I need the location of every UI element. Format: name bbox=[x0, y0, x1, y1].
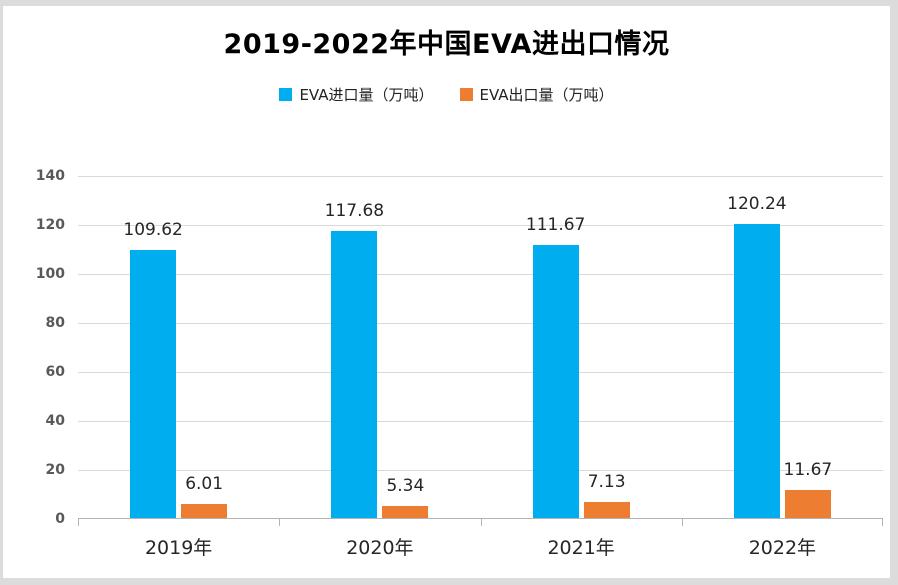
legend: EVA进口量（万吨） EVA出口量（万吨） bbox=[3, 84, 890, 105]
data-label-import-2022年: 120.24 bbox=[727, 194, 787, 215]
y-tick-label-40: 40 bbox=[45, 413, 65, 429]
y-tick-label-140: 140 bbox=[35, 168, 65, 184]
x-axis-line bbox=[78, 518, 883, 519]
bar-import-2022年 bbox=[733, 224, 780, 519]
gridline-80 bbox=[78, 323, 883, 324]
data-label-import-2020年: 117.68 bbox=[324, 200, 385, 221]
x-category-label-2020年: 2020年 bbox=[346, 537, 414, 559]
data-label-import-2019年: 109.62 bbox=[123, 220, 183, 241]
bar-export-2020年 bbox=[382, 505, 429, 519]
legend-label-import: EVA进口量（万吨） bbox=[299, 86, 434, 104]
x-tick-mark-0 bbox=[78, 519, 79, 526]
y-tick-label-0: 0 bbox=[55, 511, 65, 527]
plot-area: 0 20 40 60 80 100 120 140 109.62 6.01 2019年 117.68 5… bbox=[36, 168, 883, 559]
legend-item-import: EVA进口量（万吨） bbox=[279, 84, 434, 105]
gridline-20 bbox=[78, 470, 883, 471]
bar-import-2020年 bbox=[331, 230, 378, 519]
y-tick-label-80: 80 bbox=[45, 315, 65, 331]
x-category-label-2021年: 2021年 bbox=[547, 537, 615, 559]
gridline-100 bbox=[78, 274, 883, 275]
x-tick-mark-1 bbox=[279, 519, 281, 526]
legend-swatch-export-icon bbox=[459, 88, 473, 101]
x-tick-mark-2 bbox=[480, 519, 482, 526]
legend-swatch-import-icon bbox=[279, 88, 293, 101]
legend-label-export: EVA出口量（万吨） bbox=[479, 86, 614, 104]
gridline-60 bbox=[78, 372, 883, 373]
gridline-40 bbox=[78, 421, 883, 422]
gridline-120 bbox=[78, 225, 883, 226]
bar-import-2021年 bbox=[532, 245, 579, 519]
bar-export-2021年 bbox=[583, 501, 630, 519]
y-tick-label-100: 100 bbox=[35, 266, 65, 282]
y-tick-label-60: 60 bbox=[45, 364, 65, 380]
y-tick-label-120: 120 bbox=[35, 217, 65, 233]
data-label-export-2019年: 6.01 bbox=[185, 474, 224, 495]
y-tick-label-20: 20 bbox=[45, 462, 65, 478]
x-category-label-2022年: 2022年 bbox=[748, 537, 817, 559]
bar-export-2019年 bbox=[181, 504, 228, 519]
chart-title: 2019-2022年中国EVA进出口情况 bbox=[223, 29, 670, 60]
x-tick-mark-4 bbox=[882, 519, 883, 526]
data-label-export-2020年: 5.34 bbox=[386, 475, 425, 496]
bar-export-2022年 bbox=[784, 490, 831, 519]
bar-import-2019年 bbox=[130, 250, 177, 519]
x-tick-mark-3 bbox=[681, 519, 683, 526]
data-label-export-2021年: 7.13 bbox=[587, 471, 626, 492]
legend-item-export: EVA出口量（万吨） bbox=[459, 84, 614, 105]
data-label-export-2022年: 11.67 bbox=[783, 460, 833, 481]
data-label-import-2021年: 111.67 bbox=[525, 215, 586, 236]
gridline-140 bbox=[78, 176, 883, 177]
chart-canvas: 2019-2022年中国EVA进出口情况 EVA进口量（万吨） EVA出口量（万… bbox=[3, 6, 890, 578]
x-category-label-2019年: 2019年 bbox=[144, 537, 213, 559]
